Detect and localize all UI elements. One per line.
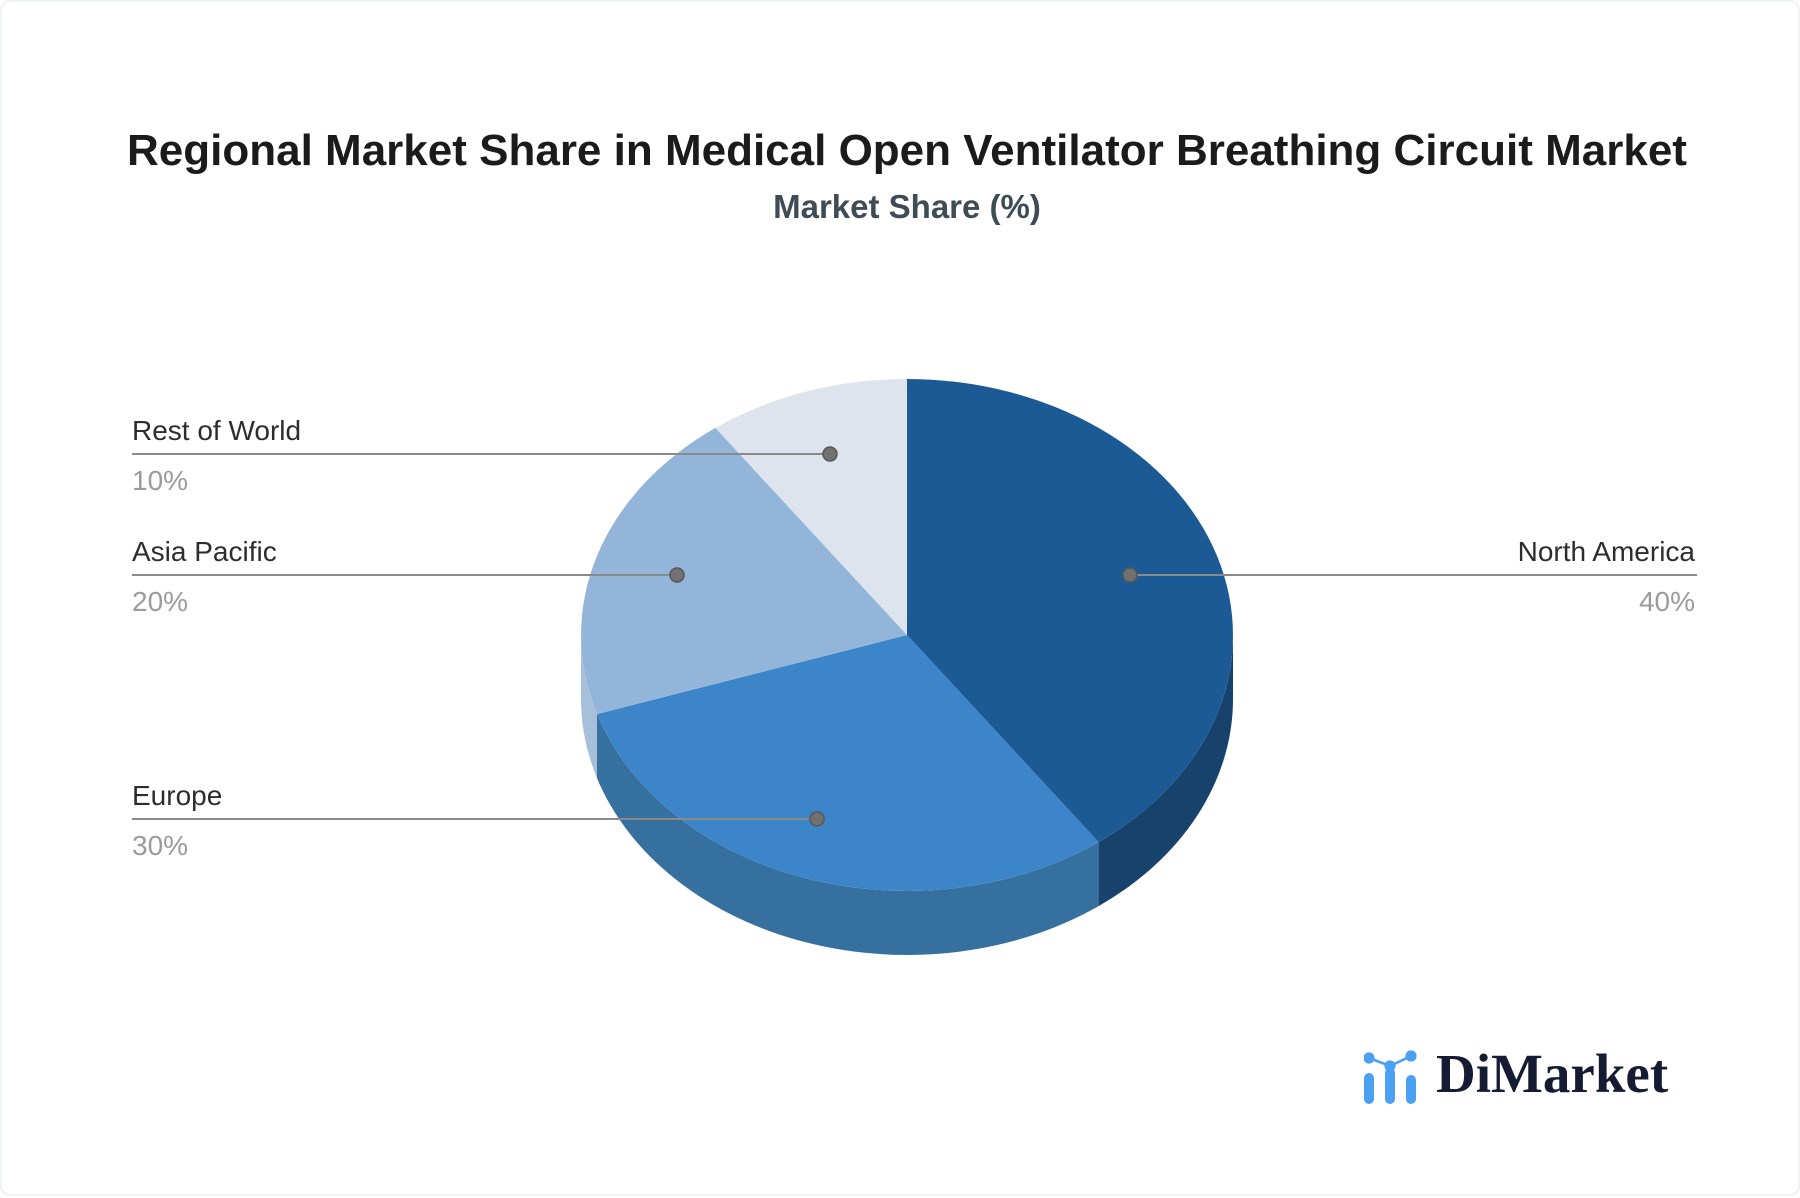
pie-slice-rest-of-world[interactable] (715, 379, 907, 635)
callout-asia-pacific: Asia Pacific 20% (132, 535, 277, 619)
callout-value-europe: 30% (132, 830, 189, 861)
callout-label-north-america: North America (1517, 536, 1695, 567)
pie-slice-europe[interactable] (597, 635, 1099, 891)
callout-label-rest-of-world: Rest of World (132, 415, 302, 446)
bar-chart-trend-icon (1364, 1050, 1417, 1104)
callout-north-america: North America 40% (1518, 535, 1695, 619)
chart-subtitle: Market Share (%) (773, 188, 1041, 225)
callout-label-asia-pacific: Asia Pacific (132, 536, 277, 567)
pie-slice-side-north-america (1098, 635, 1233, 907)
callout-lines (132, 446, 1697, 827)
pie-top-faces (581, 379, 1233, 891)
leader-dot-europe (809, 811, 825, 827)
callout-value-asia-pacific: 20% (132, 586, 189, 617)
leader-dot-north-america (1122, 567, 1138, 583)
callout-europe: Europe 30% (132, 779, 222, 863)
callout-label-europe: Europe (132, 780, 223, 811)
leader-dot-rest-of-world (822, 446, 838, 462)
callout-value-rest-of-world: 10% (132, 465, 189, 496)
pie-slice-north-america[interactable] (907, 379, 1233, 843)
dimarket-logo[interactable]: DiMarket (1364, 1042, 1724, 1122)
leader-dot-asia-pacific (669, 567, 685, 583)
callout-value-north-america: 40% (1638, 586, 1695, 617)
pie-slice-side-asia-pacific (581, 635, 597, 779)
pie-slice-asia-pacific[interactable] (581, 427, 907, 715)
chart-title: Regional Market Share in Medical Open Ve… (127, 126, 1687, 175)
pie-side-walls (581, 635, 1233, 955)
callout-rest-of-world: Rest of World 10% (132, 414, 301, 498)
pie-slice-side-europe (597, 714, 1099, 955)
dimarket-logo-text: DiMarket (1436, 1043, 1669, 1104)
